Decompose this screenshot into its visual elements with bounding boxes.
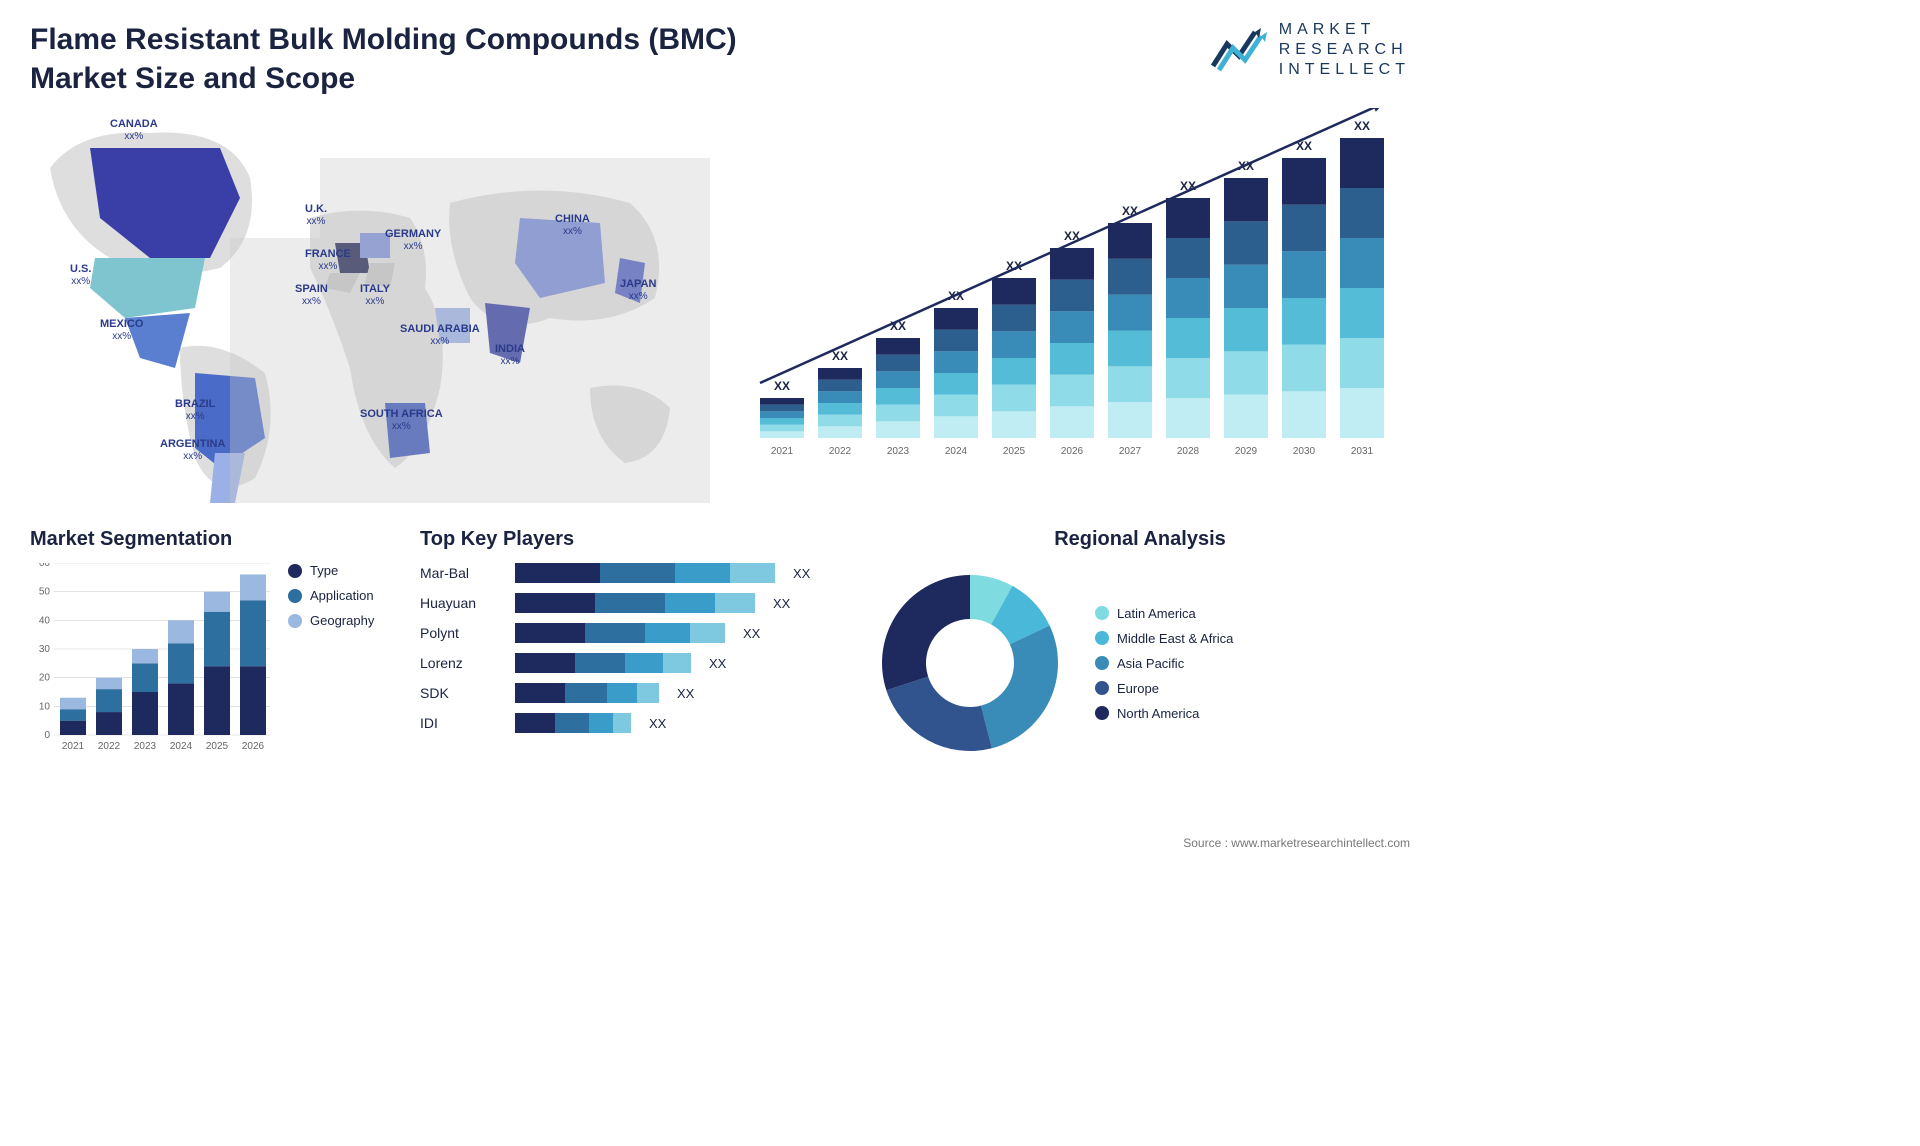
player-name: SDK	[420, 685, 505, 701]
svg-text:2029: 2029	[1235, 446, 1258, 457]
segmentation-legend: Type Application Geography	[288, 563, 374, 628]
map-label-spain: SPAINxx%	[295, 283, 328, 307]
svg-text:2024: 2024	[945, 446, 968, 457]
regional-legend-item: Latin America	[1095, 606, 1233, 621]
regional-legend-item: Europe	[1095, 681, 1233, 696]
player-value: XX	[709, 656, 726, 671]
map-label-canada: CANADAxx%	[110, 118, 158, 142]
player-bar	[515, 593, 755, 613]
player-row: Huayuan XX	[420, 593, 840, 613]
player-value: XX	[743, 626, 760, 641]
svg-text:2026: 2026	[242, 741, 265, 752]
map-label-china: CHINAxx%	[555, 213, 590, 237]
seg-legend-item: Type	[288, 563, 374, 578]
segmentation-title: Market Segmentation	[30, 528, 390, 551]
svg-text:0: 0	[44, 730, 50, 741]
player-value: XX	[773, 596, 790, 611]
svg-text:2030: 2030	[1293, 446, 1316, 457]
svg-text:XX: XX	[832, 349, 848, 363]
player-name: Lorenz	[420, 655, 505, 671]
svg-text:2026: 2026	[1061, 446, 1084, 457]
svg-text:50: 50	[39, 587, 51, 598]
regional-legend-item: Middle East & Africa	[1095, 631, 1233, 646]
svg-text:40: 40	[39, 615, 51, 626]
segmentation-panel: Market Segmentation 0 10 20 30 40 50 60 2021 202…	[30, 528, 390, 763]
svg-text:2025: 2025	[1003, 446, 1026, 457]
logo-line3: INTELLECT	[1279, 60, 1410, 80]
growth-chart-panel: XX2021XX2022XX2023XX2024XX2025XX2026XX20…	[750, 108, 1410, 508]
map-label-brazil: BRAZILxx%	[175, 398, 215, 422]
player-row: Polynt XX	[420, 623, 840, 643]
regional-legend-item: North America	[1095, 706, 1233, 721]
logo-icon	[1211, 24, 1269, 76]
svg-text:20: 20	[39, 673, 51, 684]
player-bar	[515, 683, 659, 703]
svg-text:30: 30	[39, 644, 51, 655]
world-map	[30, 108, 710, 508]
player-value: XX	[677, 686, 694, 701]
regional-title: Regional Analysis	[870, 528, 1410, 551]
player-value: XX	[649, 716, 666, 731]
player-bar	[515, 563, 775, 583]
map-label-germany: GERMANYxx%	[385, 228, 441, 252]
map-label-southafrica: SOUTH AFRICAxx%	[360, 408, 443, 432]
map-label-italy: ITALYxx%	[360, 283, 390, 307]
map-label-japan: JAPANxx%	[620, 278, 656, 302]
map-label-argentina: ARGENTINAxx%	[160, 438, 225, 462]
page-title: Flame Resistant Bulk Molding Compounds (…	[30, 20, 790, 98]
logo-line1: MARKET	[1279, 20, 1410, 40]
svg-text:2028: 2028	[1177, 446, 1200, 457]
logo-line2: RESEARCH	[1279, 40, 1410, 60]
map-label-mexico: MEXICOxx%	[100, 318, 143, 342]
player-bar	[515, 713, 631, 733]
players-title: Top Key Players	[420, 528, 840, 551]
regional-panel: Regional Analysis Latin America Middle Ea…	[870, 528, 1410, 763]
svg-text:2024: 2024	[170, 741, 193, 752]
regional-donut	[870, 563, 1070, 763]
map-label-uk: U.K.xx%	[305, 203, 327, 227]
svg-text:2021: 2021	[62, 741, 85, 752]
svg-text:2031: 2031	[1351, 446, 1374, 457]
svg-text:2023: 2023	[134, 741, 157, 752]
seg-legend-item: Geography	[288, 613, 374, 628]
player-row: Mar-Bal XX	[420, 563, 840, 583]
svg-text:2022: 2022	[98, 741, 121, 752]
source-attribution: Source : www.marketresearchintellect.com	[1183, 836, 1410, 850]
player-row: SDK XX	[420, 683, 840, 703]
player-value: XX	[793, 566, 810, 581]
growth-bar-chart: XX2021XX2022XX2023XX2024XX2025XX2026XX20…	[750, 108, 1390, 468]
map-label-us: U.S.xx%	[70, 263, 91, 287]
map-label-india: INDIAxx%	[495, 343, 525, 367]
svg-text:2025: 2025	[206, 741, 229, 752]
players-chart: Mar-BalXXHuayuanXXPolyntXXLorenzXXSDKXXI…	[420, 563, 840, 733]
player-bar	[515, 653, 691, 673]
segmentation-chart: 0 10 20 30 40 50 60 2021 2022 2023 2024 2025 2026	[30, 563, 270, 753]
svg-text:XX: XX	[1354, 119, 1370, 133]
svg-text:XX: XX	[774, 379, 790, 393]
player-bar	[515, 623, 725, 643]
players-panel: Top Key Players Mar-BalXXHuayuanXXPolynt…	[420, 528, 840, 763]
player-name: Huayuan	[420, 595, 505, 611]
player-name: Polynt	[420, 625, 505, 641]
svg-text:2027: 2027	[1119, 446, 1142, 457]
world-map-panel: CANADAxx% U.S.xx% MEXICOxx% BRAZILxx% ARGENT…	[30, 108, 710, 508]
svg-text:2021: 2021	[771, 446, 794, 457]
svg-text:2023: 2023	[887, 446, 910, 457]
regional-legend: Latin America Middle East & Africa Asia Pa…	[1095, 606, 1233, 721]
brand-logo: MARKET RESEARCH INTELLECT	[1211, 20, 1410, 80]
map-label-france: FRANCExx%	[305, 248, 351, 272]
svg-text:10: 10	[39, 701, 51, 712]
player-name: Mar-Bal	[420, 565, 505, 581]
seg-legend-item: Application	[288, 588, 374, 603]
player-row: Lorenz XX	[420, 653, 840, 673]
svg-text:2022: 2022	[829, 446, 852, 457]
regional-legend-item: Asia Pacific	[1095, 656, 1233, 671]
player-name: IDI	[420, 715, 505, 731]
player-row: IDI XX	[420, 713, 840, 733]
map-label-saudiarabia: SAUDI ARABIAxx%	[400, 323, 480, 347]
svg-text:60: 60	[39, 563, 51, 569]
